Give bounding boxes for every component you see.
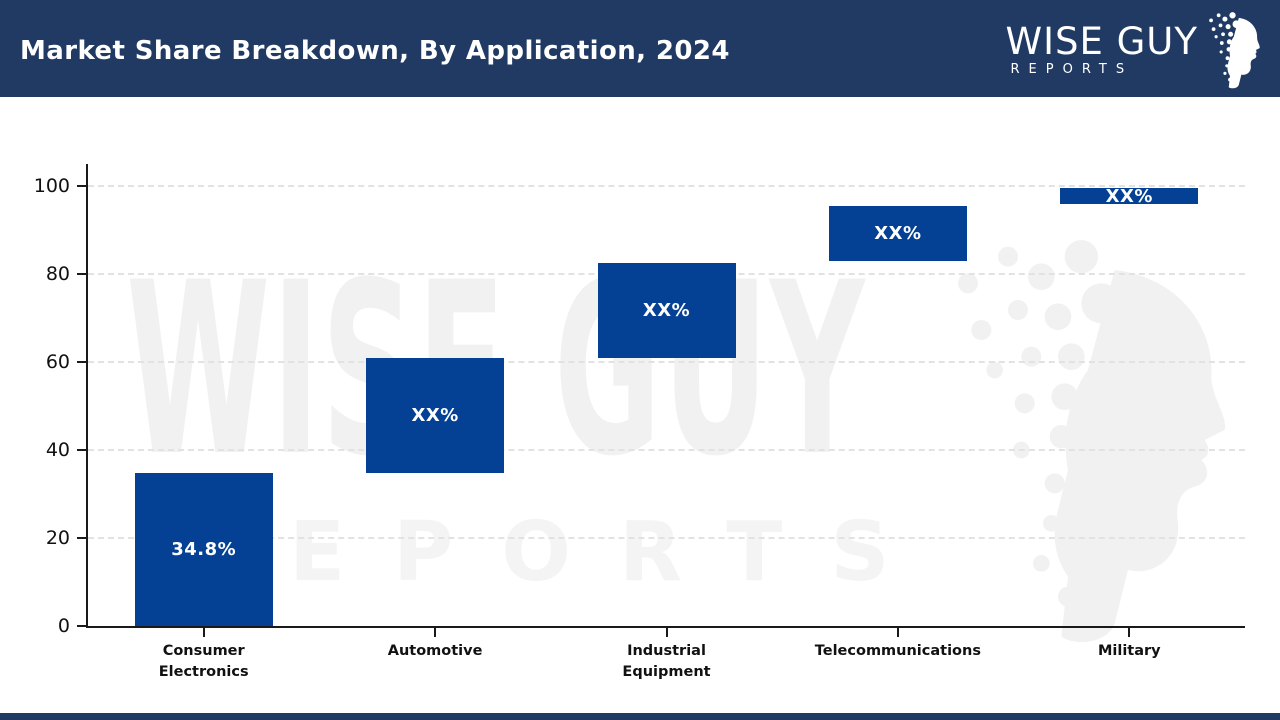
logo-text: WISE GUY REPORTS [1005,20,1198,77]
bar-military: XX% [1060,185,1199,207]
dotted-head-icon [1192,9,1268,91]
y-tick-label-20: 20 [45,527,70,549]
x-label-automotive: Automotive [387,643,483,659]
y-tick-0 [77,625,86,627]
bar-label-industrial-equipment: XX% [642,299,691,321]
bar-automotive: XX% [366,357,505,473]
y-tick-label-40: 40 [45,439,70,461]
bar-label-telecommunications: XX% [874,222,922,244]
x-label-consumer-electronics: Consumer Electronics [158,643,249,681]
y-tick-100 [77,185,86,187]
bar-label-consumer-electronics: 34.8% [171,538,237,560]
grid-line-60 [88,361,1245,363]
logo-wordmark: WISE GUY [1005,20,1198,64]
y-tick-40 [77,449,86,451]
y-tick-60 [77,361,86,363]
x-tick-industrial-equipment [665,628,668,637]
y-tick-label-0: 0 [57,615,70,637]
footer-bar [0,713,1280,720]
grid-line-20 [88,537,1245,539]
x-tick-military [1128,628,1131,637]
bar-label-automotive: XX% [411,404,459,426]
wise-guy-reports-logo: WISE GUY REPORTS [1006,9,1268,91]
bar-telecommunications: XX% [828,205,967,261]
x-axis-line [86,626,1245,628]
x-label-industrial-equipment: Industrial Equipment [622,643,711,681]
chart-title: Market Share Breakdown, By Application, … [20,36,730,66]
bar-industrial-equipment: XX% [597,263,736,358]
x-label-military: Military [1097,643,1161,659]
watermark-subtitle: REPORTS [178,505,938,600]
y-tick-label-80: 80 [45,263,70,285]
y-tick-80 [77,273,86,275]
grid-line-40 [88,449,1245,451]
x-tick-telecommunications [896,628,899,637]
grid-line-100 [88,185,1245,187]
y-tick-20 [77,537,86,539]
bar-label-military: XX% [1105,185,1153,207]
x-tick-automotive [434,628,437,637]
y-tick-label-100: 100 [33,175,70,197]
x-tick-consumer-electronics [202,628,205,637]
bar-consumer-electronics: 34.8% [134,472,273,626]
x-label-telecommunications: Telecommunications [814,643,981,659]
logo-subtitle: REPORTS [1010,61,1134,77]
header-bar: Market Share Breakdown, By Application, … [0,0,1280,97]
y-tick-label-60: 60 [45,351,70,373]
y-axis-line [86,164,88,628]
